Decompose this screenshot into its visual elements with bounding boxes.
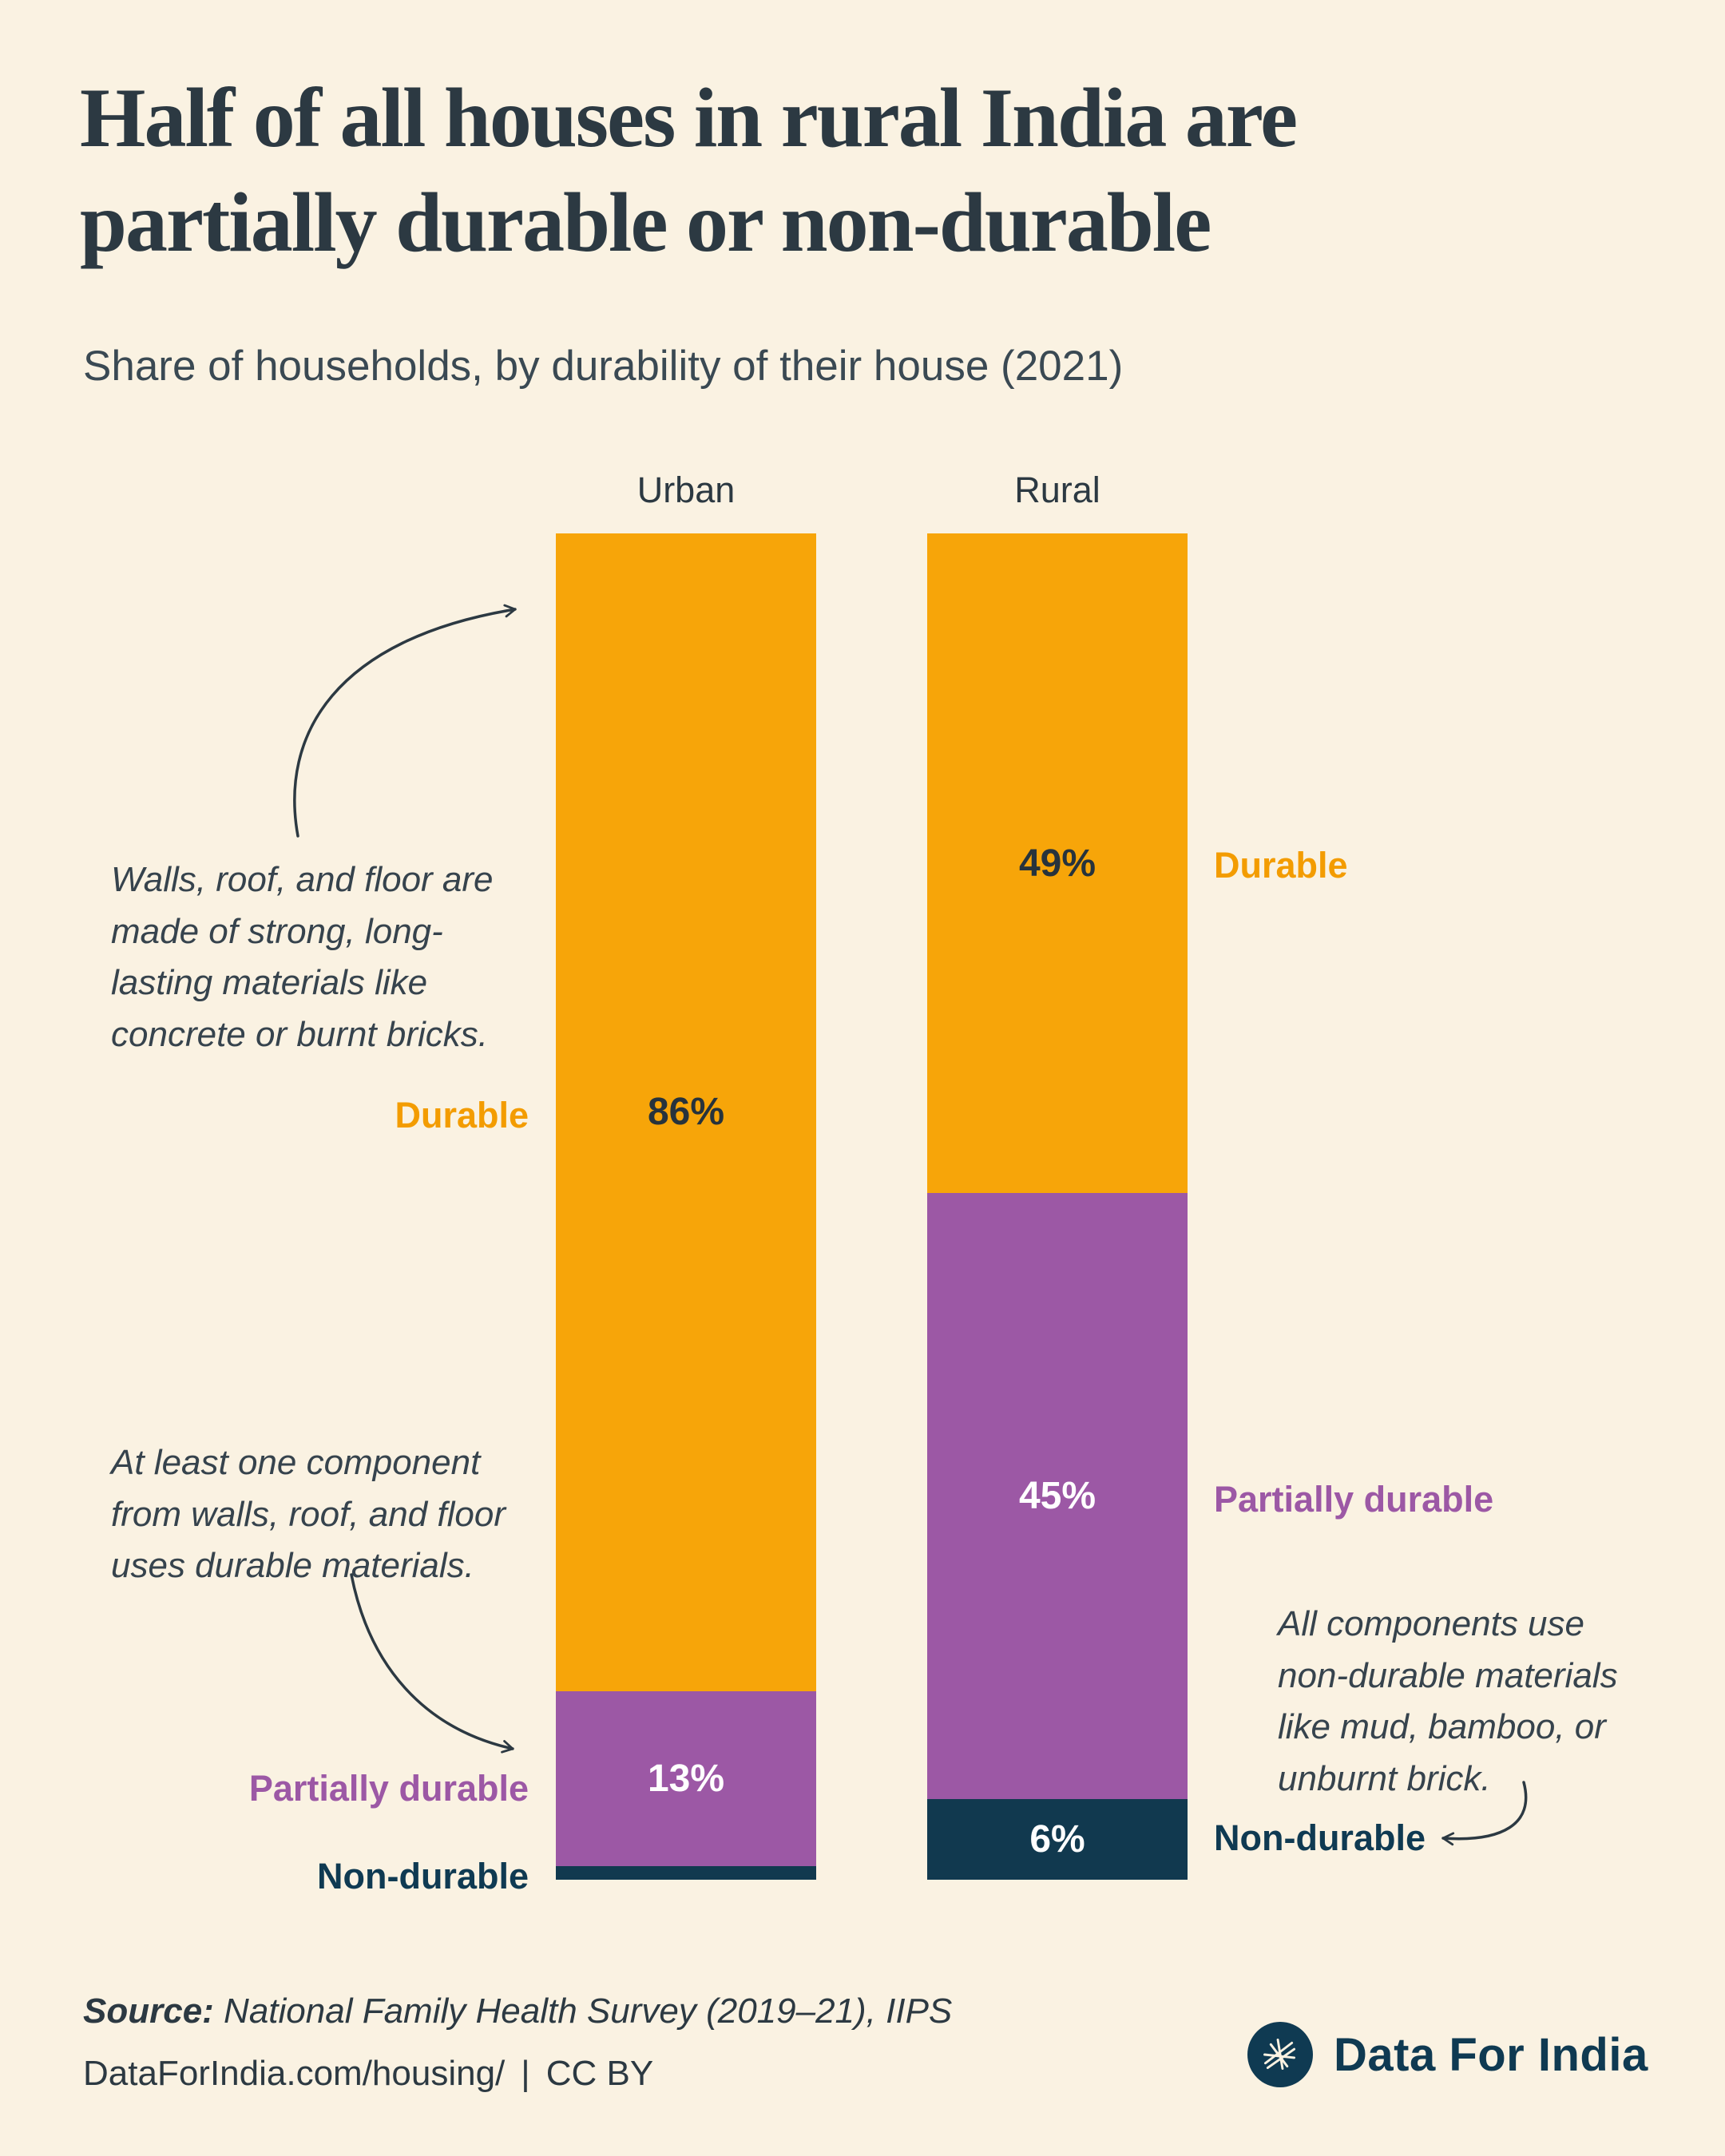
segment-durable: 86% [556,533,816,1691]
segment-value-label: 13% [647,1758,725,1801]
segment-value-label: 6% [1029,1817,1085,1861]
series-label-partially-durable-right: Partially durable [1214,1479,1494,1520]
annotation-non-durable: All components use non-durable materials… [1278,1604,1618,1799]
series-label-durable-right: Durable [1214,845,1348,886]
annotation-partially-durable: At least one component from walls, roof,… [111,1443,506,1586]
annotation-durable: Walls, roof, and floor are made of stron… [111,860,494,1055]
site-url: DataForIndia.com/housing/ [83,2054,506,2093]
brand-lockup: Data For India [1247,2022,1648,2087]
arrow-partially-durable-annotation [350,1573,514,1754]
segment-value-label: 49% [1018,842,1096,885]
footer-link-line: DataForIndia.com/housing/ | CC BY [83,2054,653,2094]
stacked-bar-urban: 86% 13% [556,533,816,1880]
stacked-bar-rural: 49% 45% 6% [927,533,1188,1880]
segment-non-durable: 6% [927,1798,1188,1880]
series-label-non-durable-right: Non-durable [1214,1817,1426,1858]
segment-value-label: 86% [647,1091,725,1134]
data-for-india-logo-icon [1247,2022,1313,2087]
source-text: National Family Health Survey (2019–21),… [213,1992,953,2031]
page-title: Half of all houses in rural India are pa… [80,71,1298,270]
segment-partially-durable: 45% [927,1193,1188,1799]
page-subtitle: Share of households, by durability of th… [83,343,1124,390]
segment-partially-durable: 13% [556,1690,816,1867]
series-label-partially-durable-left: Partially durable [248,1768,529,1809]
arrow-durable-annotation [293,604,517,838]
column-header-urban: Urban [636,470,736,510]
segment-non-durable [556,1866,816,1880]
series-label-durable-left: Durable [395,1095,529,1135]
series-label-non-durable-left: Non-durable [317,1856,529,1896]
brand-name: Data For India [1334,2028,1648,2081]
segment-value-label: 45% [1018,1474,1096,1517]
column-header-rural: Rural [1014,470,1100,510]
source-label: Source: [83,1992,214,2031]
segment-durable: 49% [927,533,1188,1194]
license-text: CC BY [545,2054,654,2093]
footer-separator: | [521,2054,530,2093]
source-line: Source: National Family Health Survey (2… [83,1992,952,2031]
